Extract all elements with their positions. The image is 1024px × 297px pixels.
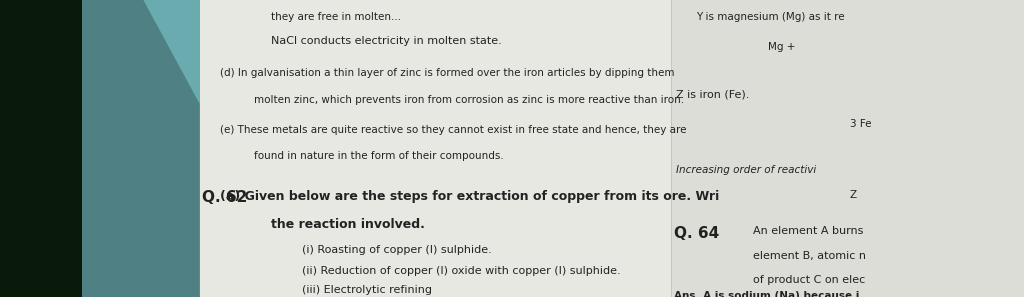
Text: (e) These metals are quite reactive so they cannot exist in free state and hence: (e) These metals are quite reactive so t… [220,125,687,135]
Text: (iii) Electrolytic refining: (iii) Electrolytic refining [302,285,432,295]
Text: of product C on elec: of product C on elec [753,275,865,285]
Text: Mg +: Mg + [768,42,796,52]
Text: Q. 62: Q. 62 [202,190,247,205]
Bar [82,0,200,297]
Text: Y is magnesium (Mg) as it re: Y is magnesium (Mg) as it re [696,12,845,22]
Text: Z: Z [850,190,857,200]
Bar [0,0,82,297]
Text: An element A burns: An element A burns [753,226,863,236]
Text: (a) Given below are the steps for extraction of copper from its ore. Wri: (a) Given below are the steps for extrac… [220,190,720,203]
Text: found in nature in the form of their compounds.: found in nature in the form of their com… [254,151,504,162]
Text: (i) Roasting of copper (I) sulphide.: (i) Roasting of copper (I) sulphide. [302,245,492,255]
Text: 3 Fe: 3 Fe [850,119,871,129]
Bar [200,0,671,297]
Text: Q. 64: Q. 64 [674,226,719,241]
Text: (ii) Reduction of copper (I) oxide with copper (I) sulphide.: (ii) Reduction of copper (I) oxide with … [302,266,621,276]
Polygon shape [82,0,200,297]
Text: NaCl conducts electricity in molten state.: NaCl conducts electricity in molten stat… [271,36,502,46]
Text: Ans. A is sodium (Na) because i: Ans. A is sodium (Na) because i [674,291,859,297]
Text: they are free in molten...: they are free in molten... [271,12,401,22]
Text: the reaction involved.: the reaction involved. [271,218,425,231]
Text: element B, atomic n: element B, atomic n [753,251,865,261]
Text: molten zinc, which prevents iron from corrosion as zinc is more reactive than ir: molten zinc, which prevents iron from co… [254,95,684,105]
Text: (d) In galvanisation a thin layer of zinc is formed over the iron articles by di: (d) In galvanisation a thin layer of zin… [220,68,675,78]
Text: Increasing order of reactivi: Increasing order of reactivi [676,165,816,175]
Bar [671,0,1024,297]
Text: Z is iron (Fe).: Z is iron (Fe). [676,89,750,99]
